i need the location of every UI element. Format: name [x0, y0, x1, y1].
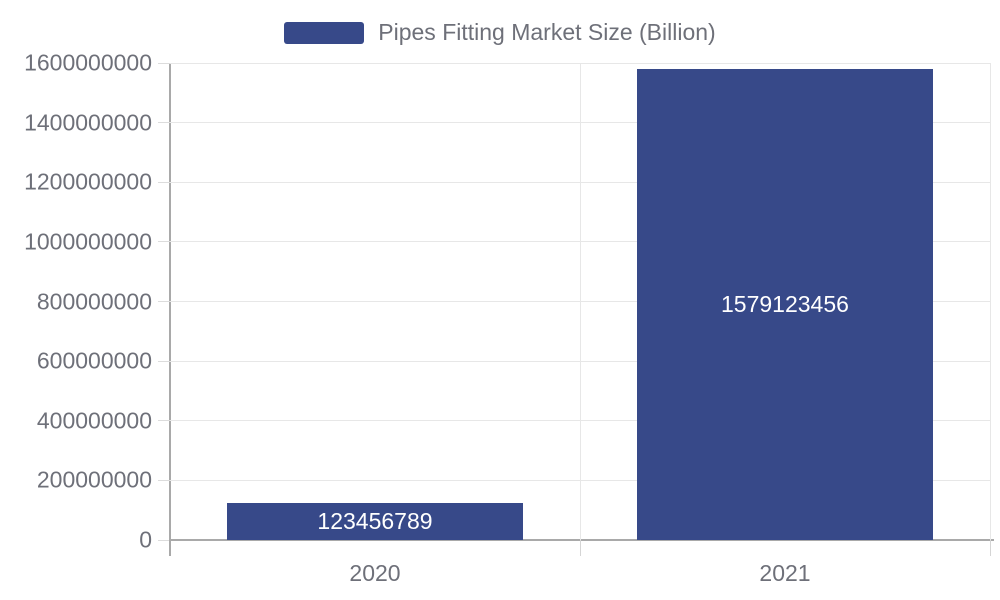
- bar-value-label: 1579123456: [721, 291, 849, 318]
- y-axis-tick: [158, 301, 170, 302]
- y-axis-tick-label: 1600000000: [24, 49, 152, 76]
- bar[interactable]: 1579123456: [637, 69, 933, 540]
- y-axis-tick-label: 1200000000: [24, 168, 152, 195]
- y-axis-tick-label: 0: [139, 526, 152, 553]
- y-axis-tick: [158, 122, 170, 124]
- x-axis-tick: [168, 540, 171, 556]
- bar[interactable]: 123456789: [227, 503, 523, 540]
- x-axis-line: [169, 539, 994, 541]
- y-axis-tick-label: 600000000: [36, 347, 152, 374]
- x-axis-category-label: 2020: [349, 560, 401, 586]
- y-axis-tick-label: 200000000: [36, 466, 152, 493]
- y-axis-tick: [158, 479, 170, 481]
- y-axis-tick: [158, 360, 170, 362]
- x-axis-category-label: 2021: [759, 560, 811, 586]
- y-axis-tick-label: 1000000000: [24, 228, 152, 255]
- x-axis-tick: [579, 540, 581, 556]
- bar-value-label: 123456789: [317, 508, 433, 535]
- y-axis-tick: [158, 62, 170, 64]
- legend-swatch-icon: [284, 21, 365, 44]
- y-axis-tick: [158, 241, 170, 243]
- y-axis-tick: [158, 420, 170, 422]
- x-axis-tick: [989, 540, 991, 556]
- plot-area: 0 200000000 400000000 600000000 800000000 100…: [24, 51, 994, 586]
- legend[interactable]: Pipes Fitting Market Size (Billion): [0, 19, 1000, 46]
- gridline-vertical: [579, 63, 581, 540]
- y-axis-tick-label: 1400000000: [24, 109, 152, 136]
- y-axis-tick: [158, 181, 170, 183]
- y-axis-tick: [158, 539, 170, 541]
- y-axis-tick-label: 400000000: [36, 407, 152, 434]
- y-axis-tick-label: 800000000: [36, 288, 152, 314]
- gridline-vertical: [989, 63, 991, 540]
- legend-label: Pipes Fitting Market Size (Billion): [378, 19, 716, 45]
